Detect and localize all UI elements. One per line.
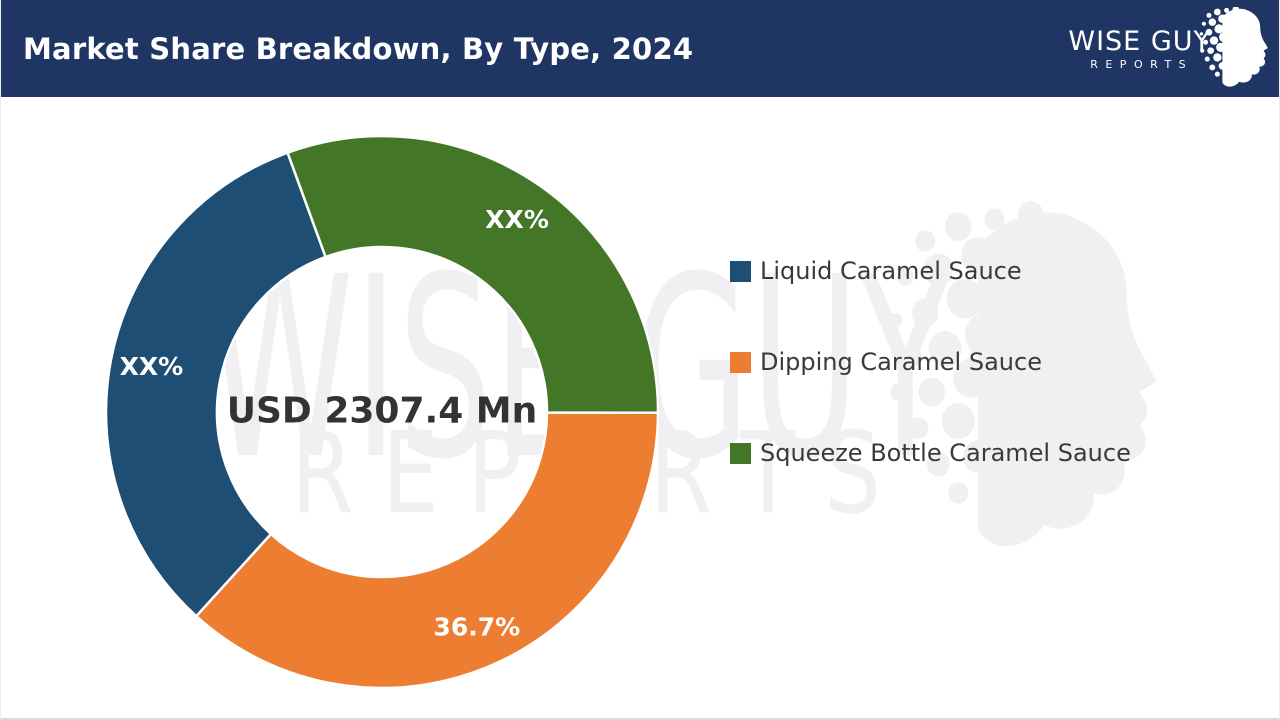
legend-swatch-dipping (730, 351, 751, 373)
donut-slices (104, 134, 660, 690)
logo-wordmark-block: WISE GUY REPORTS (1068, 28, 1211, 70)
legend-swatch-squeeze (730, 442, 751, 464)
slice-label-liquid: XX% (120, 352, 184, 381)
logo-wordmark: WISE GUY (1068, 25, 1211, 57)
legend-label-squeeze: Squeeze Bottle Caramel Sauce (760, 439, 1131, 467)
slice-label-dipping: 36.7% (433, 613, 520, 642)
legend-label-liquid: Liquid Caramel Sauce (760, 257, 1022, 285)
legend-swatch-liquid (730, 260, 751, 282)
logo-subtext: REPORTS (1090, 57, 1194, 71)
legend-item-squeeze: Squeeze Bottle Caramel Sauce (730, 439, 1131, 467)
header-bar: Market Share Breakdown, By Type, 2024 WI… (1, 0, 1279, 97)
logo-face-icon (1199, 6, 1268, 87)
legend-item-liquid: Liquid Caramel Sauce (730, 257, 1131, 285)
donut-slice-2 (286, 134, 660, 415)
donut-center-value: USD 2307.4 Mn (227, 391, 537, 432)
slice-label-squeeze: XX% (485, 205, 549, 234)
donut-slice-0 (104, 151, 327, 618)
legend-item-dipping: Dipping Caramel Sauce (730, 348, 1131, 376)
wise-guy-logo: WISE GUY REPORTS (1068, 6, 1273, 91)
donut-slice-1 (195, 411, 660, 690)
legend-label-dipping: Dipping Caramel Sauce (760, 348, 1042, 376)
legend: Liquid Caramel Sauce Dipping Caramel Sau… (730, 257, 1131, 530)
page-title: Market Share Breakdown, By Type, 2024 (23, 31, 694, 66)
